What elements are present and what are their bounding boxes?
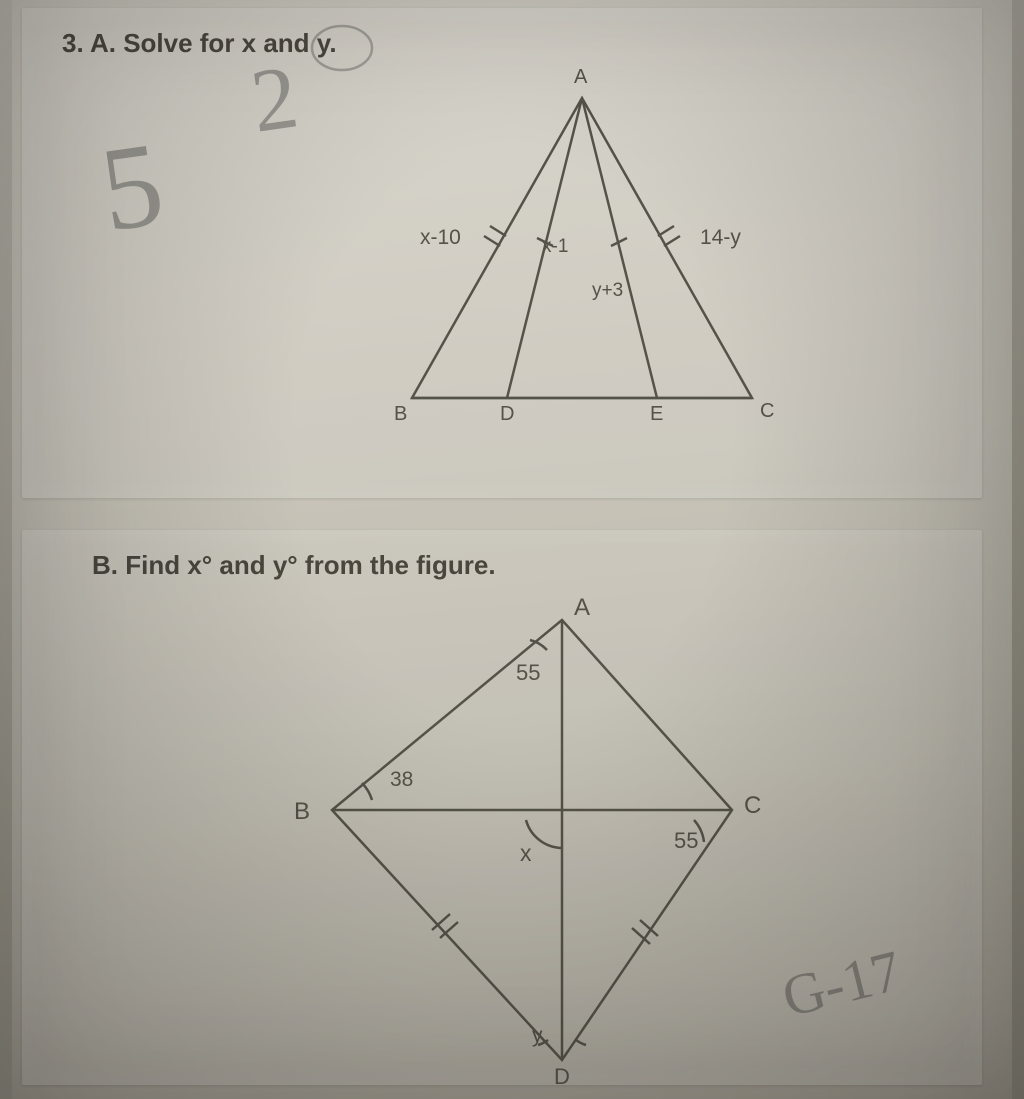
angle-38-B: 38 (390, 768, 413, 792)
pencil-circle-y (302, 20, 382, 80)
q-number: 3. A. (62, 28, 116, 58)
vertex-C: C (760, 400, 774, 423)
seg-AD: x-1 (542, 236, 568, 258)
handwriting-5: 5 (93, 114, 172, 259)
angle-55-A: 55 (516, 660, 540, 686)
angle-55-C: 55 (674, 828, 698, 854)
handwriting-g17: G-17 (776, 937, 908, 1031)
vertex-D: D (500, 403, 514, 426)
kite-A: A (574, 594, 590, 622)
vertex-E: E (650, 403, 663, 426)
question-a-card: 3. A. Solve for x and y. 5 2 (22, 8, 982, 498)
seg-AB: x-10 (420, 226, 461, 250)
question-b-card: B. Find x° and y° from the figure. (22, 530, 982, 1085)
seg-AE: y+3 (592, 280, 623, 302)
question-b-prompt: B. Find x° and y° from the figure. (92, 550, 496, 581)
kite-C: C (744, 792, 761, 820)
handwriting-2: 2 (245, 45, 304, 153)
triangle-diagram (352, 78, 812, 438)
question-a-number: 3. A. Solve for x and y. (62, 28, 337, 59)
angle-x: x (520, 840, 532, 867)
kite-D: D (554, 1064, 570, 1090)
vertex-B: B (394, 403, 407, 426)
angle-y: y (532, 1024, 543, 1048)
worksheet-page: 3. A. Solve for x and y. 5 2 (12, 0, 1012, 1099)
seg-AC: 14-y (700, 226, 741, 250)
vertex-A: A (574, 66, 587, 89)
kite-B: B (294, 798, 310, 826)
